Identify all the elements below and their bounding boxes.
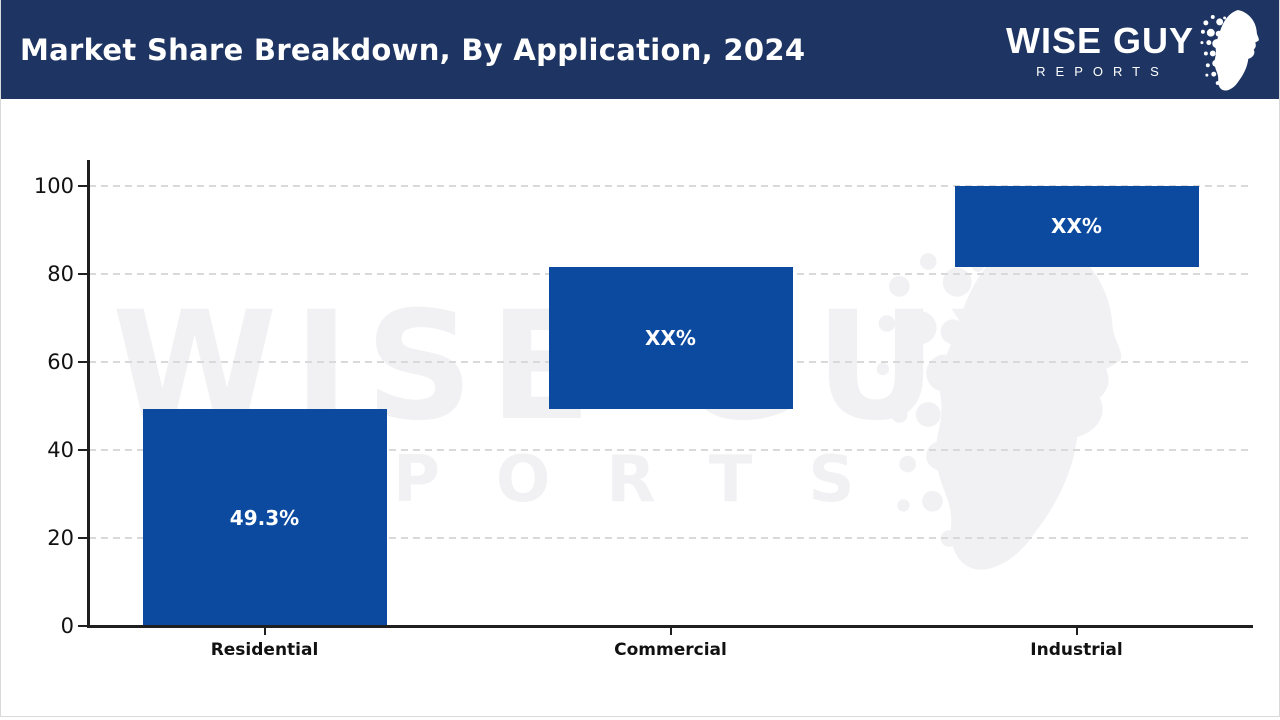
- bar-label: XX%: [645, 325, 696, 350]
- y-tick-label: 40: [47, 438, 74, 462]
- gridline: [89, 185, 1253, 187]
- brand-head-icon: [1200, 10, 1259, 91]
- brand-wordmark-main: WISE GUY: [1005, 19, 1194, 61]
- brand-logo: WISE GUY REPORTS: [1006, 5, 1270, 95]
- y-tick: [78, 361, 87, 363]
- bar-label: XX%: [1051, 214, 1102, 239]
- x-tick: [263, 628, 266, 635]
- y-tick-label: 100: [33, 174, 74, 198]
- y-tick: [78, 273, 87, 275]
- chart-area: 0 20 40 60 80 100 49.3% Residential XX% Commercia…: [0, 99, 1280, 720]
- x-tick: [669, 628, 672, 635]
- bar-residential: [142, 409, 387, 626]
- brand-wordmark-sub: REPORTS: [1036, 63, 1169, 79]
- y-tick-label: 80: [47, 262, 74, 286]
- watermark-head-icon: [876, 232, 1122, 570]
- header: Market Share Breakdown, By Application, …: [0, 0, 1280, 99]
- y-tick: [78, 449, 87, 451]
- x-axis: [87, 625, 1253, 628]
- y-tick: [78, 625, 87, 627]
- x-tick-label: Industrial: [1030, 640, 1123, 660]
- x-tick: [1075, 628, 1078, 635]
- brand-wordmark: WISE GUY REPORTS: [1005, 19, 1194, 79]
- gridline: [89, 537, 1253, 539]
- x-tick-label: Residential: [210, 640, 319, 660]
- x-tick-label: Commercial: [614, 640, 727, 660]
- bar-industrial: [954, 186, 1199, 267]
- bar-label: 49.3%: [229, 505, 300, 530]
- y-tick-label: 60: [47, 350, 74, 374]
- bar-commercial: [548, 266, 793, 410]
- y-tick: [78, 185, 87, 187]
- y-axis: [87, 160, 90, 628]
- y-tick-label: 20: [47, 526, 74, 550]
- y-tick: [78, 537, 87, 539]
- y-tick-label: 0: [60, 614, 74, 638]
- page-title: Market Share Breakdown, By Application, …: [20, 32, 806, 67]
- gridline: [89, 449, 1253, 451]
